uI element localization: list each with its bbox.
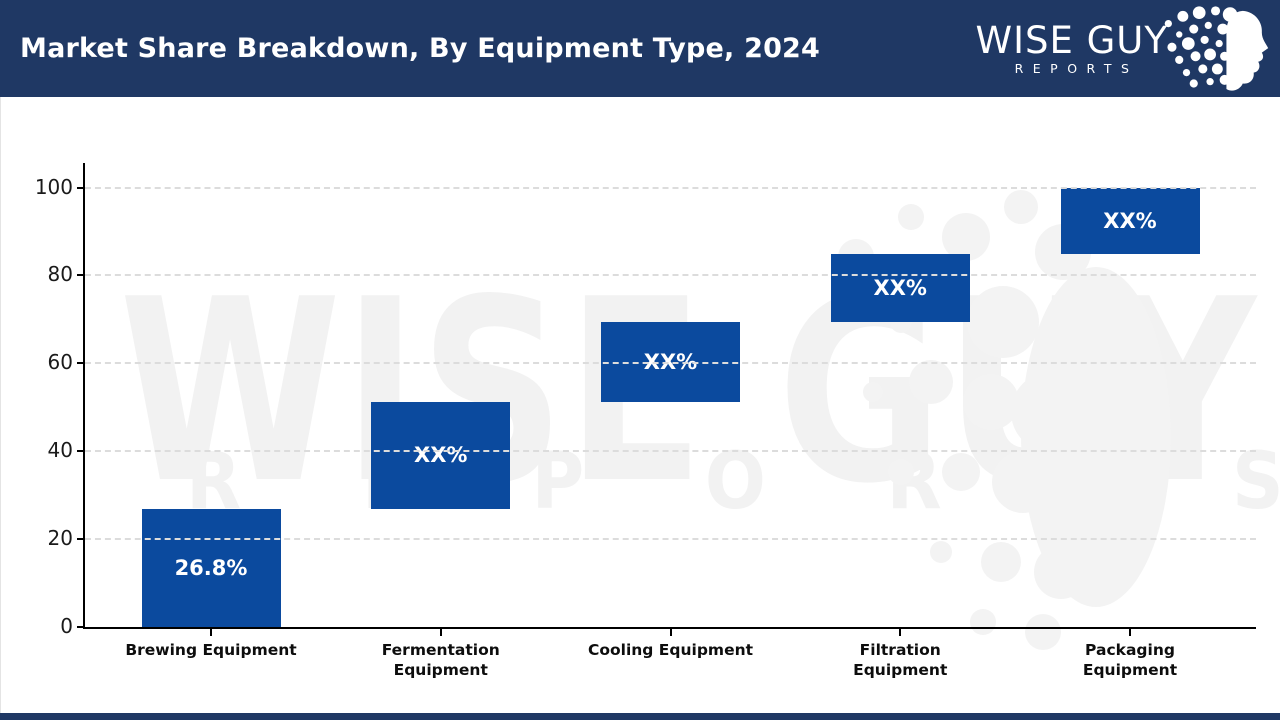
y-tick-0	[77, 626, 85, 628]
bar-value-label: XX%	[414, 443, 468, 468]
dotted-head-profile-icon	[1164, 6, 1269, 91]
chart-area: WISE GUY R E P O R T S	[0, 97, 1280, 713]
y-tick-80	[77, 274, 85, 277]
x-tick-4	[1129, 629, 1131, 636]
x-tick-3	[899, 629, 902, 636]
y-tick-100	[77, 186, 85, 189]
y-tick-label-0: 0	[60, 614, 73, 638]
logo-text-reports: REPORTS	[1014, 61, 1139, 77]
header-bar: Market Share Breakdown, By Equipment Typ…	[0, 0, 1280, 97]
y-tick-40	[77, 450, 85, 453]
bar-value-label: XX%	[1103, 208, 1157, 233]
gridline-100	[85, 186, 1256, 189]
bar-packaging-equipment: XX%	[1060, 187, 1200, 254]
bar-cooling-equipment: XX%	[601, 321, 740, 402]
wise-guy-reports-logo: WISE GUY REPORTS	[976, 6, 1270, 92]
y-tick-label-40: 40	[47, 438, 73, 463]
gridline-60	[85, 362, 1256, 365]
x-category-label: Fermentation Equipment	[381, 641, 500, 679]
x-tick-0	[210, 629, 212, 636]
x-tick-1	[439, 629, 442, 636]
watermark-dot-pattern	[838, 190, 1171, 650]
y-tick-60	[77, 362, 85, 365]
logo-text-wise-guy: WISE GUY	[975, 18, 1168, 62]
x-category-label: Packaging Equipment	[1082, 641, 1178, 679]
x-category-label: Cooling Equipment	[587, 641, 754, 659]
x-tick-2	[669, 629, 672, 636]
bar-filtration-equipment: XX%	[830, 253, 970, 322]
logo-wordmark: WISE GUY REPORTS	[975, 18, 1168, 77]
bar-fermentation-equipment: XX%	[371, 401, 511, 510]
y-tick-label-100: 100	[34, 174, 73, 199]
y-tick-label-20: 20	[47, 526, 73, 551]
bar-value-label: 26.8%	[174, 556, 248, 581]
footer-strip	[0, 713, 1280, 720]
y-tick-20	[77, 538, 85, 541]
x-category-label: Brewing Equipment	[125, 641, 297, 659]
y-tick-label-80: 80	[47, 262, 73, 287]
x-category-label: Filtration Equipment	[853, 641, 948, 679]
bar-value-label: XX%	[643, 349, 698, 374]
gridline-40	[85, 450, 1256, 453]
gridline-20	[85, 538, 1256, 541]
bar-value-label: XX%	[873, 275, 927, 300]
y-axis-line	[83, 163, 85, 629]
gridline-80	[85, 274, 1256, 277]
chart-title: Market Share Breakdown, By Equipment Typ…	[20, 33, 821, 64]
x-axis-line	[83, 627, 1256, 629]
bar-brewing-equipment: 26.8%	[141, 509, 281, 627]
y-tick-label-60: 60	[47, 350, 73, 375]
